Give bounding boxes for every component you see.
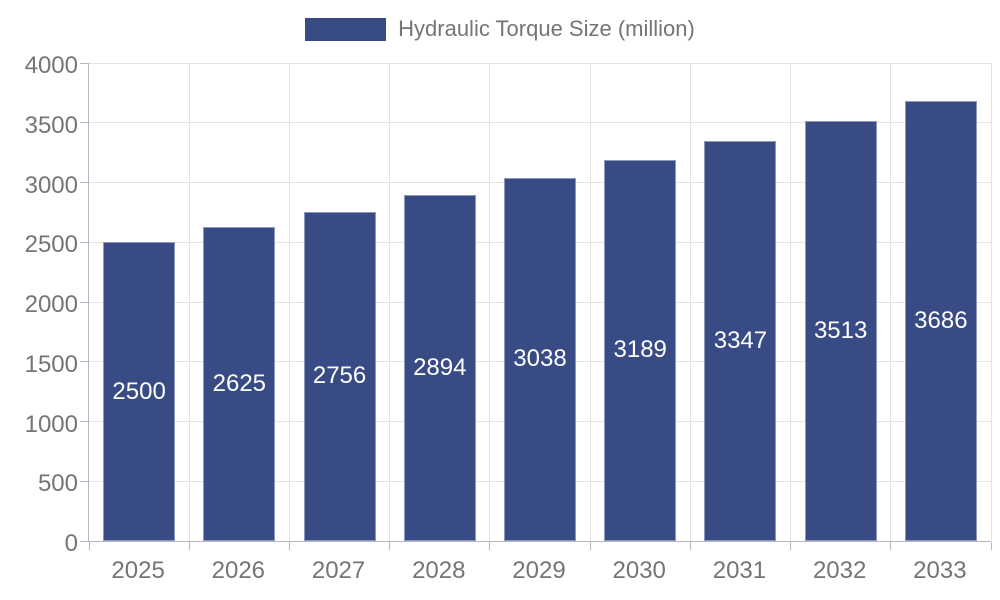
bar-2025[interactable]: 2500 <box>103 242 176 541</box>
y-axis-tick <box>80 241 88 243</box>
y-axis-label: 2000 <box>24 291 78 318</box>
x-axis-tick <box>88 542 90 550</box>
x-axis-label: 2030 <box>612 557 666 584</box>
bar-value-label: 3347 <box>713 327 768 354</box>
bar-value-label: 3038 <box>513 345 567 373</box>
x-axis-label: 2028 <box>412 557 466 584</box>
gridline-vertical <box>790 63 792 541</box>
y-axis-tick <box>80 480 88 482</box>
gridline-vertical <box>389 63 391 541</box>
bar-value-label: 2625 <box>212 370 267 398</box>
y-axis-tick <box>80 182 88 183</box>
y-axis-tick <box>80 421 88 422</box>
x-axis-tick <box>890 542 892 550</box>
bar-value-label: 2500 <box>112 377 166 405</box>
y-axis-tick <box>80 62 88 64</box>
gridline-horizontal <box>89 122 991 124</box>
y-axis-tick <box>80 540 88 542</box>
gridline-vertical <box>188 63 190 541</box>
bar-value-label: 2894 <box>413 354 467 382</box>
gridline-vertical <box>589 63 591 541</box>
x-axis-tick <box>790 542 792 550</box>
x-axis-tick <box>589 542 591 550</box>
x-axis-tick <box>288 542 290 550</box>
bar-2030[interactable]: 3189 <box>604 159 677 541</box>
legend-label: Hydraulic Torque Size (million) <box>398 16 695 41</box>
x-axis-tick <box>389 542 391 550</box>
bar-2033[interactable]: 3686 <box>904 100 977 541</box>
y-axis-label: 0 <box>64 530 78 557</box>
x-axis-label: 2032 <box>812 557 867 584</box>
x-axis-label: 2033 <box>913 557 967 584</box>
y-axis-label: 2500 <box>24 231 78 259</box>
y-axis-label: 1500 <box>24 350 78 378</box>
gridline-vertical <box>890 63 892 541</box>
x-axis-label: 2029 <box>512 557 566 584</box>
bar-value-label: 3189 <box>613 336 667 364</box>
x-axis-tick <box>489 542 491 550</box>
y-axis-label: 3000 <box>24 171 78 199</box>
bar-2029[interactable]: 3038 <box>504 177 576 541</box>
gridline-horizontal <box>89 62 991 64</box>
y-axis-label: 4000 <box>24 52 78 79</box>
y-axis-tick <box>80 301 88 303</box>
x-axis-label: 2026 <box>211 557 266 584</box>
bar-2031[interactable]: 3347 <box>704 141 777 541</box>
bar-value-label: 3513 <box>813 317 868 345</box>
y-axis-label: 3500 <box>24 111 78 139</box>
bar-2032[interactable]: 3513 <box>804 121 877 541</box>
x-axis-label: 2027 <box>311 557 366 584</box>
y-axis-label: 1000 <box>24 410 78 438</box>
x-axis-tick <box>990 542 992 550</box>
gridline-vertical <box>489 63 491 541</box>
x-axis-label: 2031 <box>712 557 767 584</box>
legend-swatch <box>305 17 387 41</box>
bar-value-label: 2756 <box>312 362 367 390</box>
gridline-vertical <box>990 63 992 541</box>
bar-value-label: 3686 <box>914 306 968 334</box>
x-axis-label: 2025 <box>111 557 165 584</box>
legend[interactable]: Hydraulic Torque Size (million) <box>0 16 1000 42</box>
gridline-vertical <box>689 63 691 541</box>
bar-2027[interactable]: 2756 <box>303 211 376 541</box>
plot-area: 2500 2625 2756 2894 3038 3189 3347 3513 3686 <box>80 62 992 550</box>
y-axis-label: 500 <box>37 470 78 498</box>
x-axis-tick <box>689 542 691 550</box>
gridline-vertical <box>288 63 290 541</box>
y-axis-tick <box>80 122 88 124</box>
bar-2028[interactable]: 2894 <box>403 195 476 541</box>
y-axis-tick <box>80 361 88 363</box>
x-axis-tick <box>188 542 190 550</box>
bar-2026[interactable]: 2625 <box>203 227 276 541</box>
